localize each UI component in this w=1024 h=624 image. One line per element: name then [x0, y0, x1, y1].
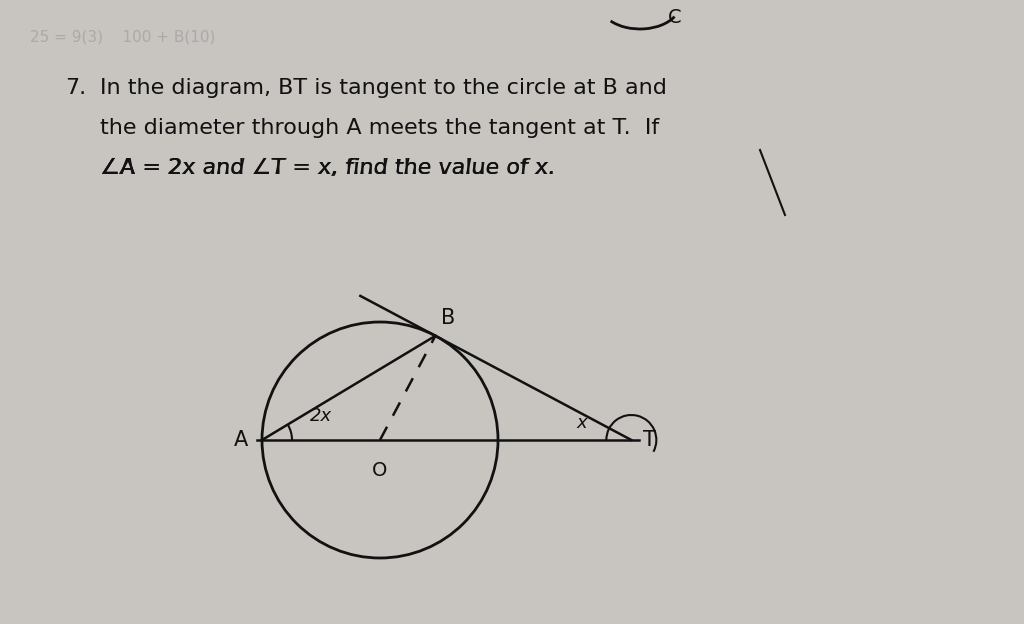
Text: ∠A = 2x and ∠T = x, find the value of x.: ∠A = 2x and ∠T = x, find the value of x. — [100, 158, 555, 178]
Text: 25 = 9(3)    100 + B(10): 25 = 9(3) 100 + B(10) — [30, 30, 215, 45]
Text: A: A — [233, 430, 248, 450]
Text: B: B — [441, 308, 456, 328]
Text: 7.: 7. — [65, 78, 86, 98]
Text: 2x: 2x — [310, 407, 333, 425]
Text: x: x — [577, 414, 587, 432]
Text: In the diagram, BT is tangent to the circle at B and: In the diagram, BT is tangent to the cir… — [100, 78, 667, 98]
Text: ∠A = 2: ∠A = 2 — [100, 158, 182, 178]
Text: O: O — [373, 461, 388, 480]
Text: C: C — [668, 8, 682, 27]
Text: T: T — [643, 430, 656, 450]
Text: the diameter through A meets the tangent at T.  If: the diameter through A meets the tangent… — [100, 118, 659, 138]
Text: ∠A = 2x and ∠T = x, find the value of x.: ∠A = 2x and ∠T = x, find the value of x. — [100, 158, 555, 178]
